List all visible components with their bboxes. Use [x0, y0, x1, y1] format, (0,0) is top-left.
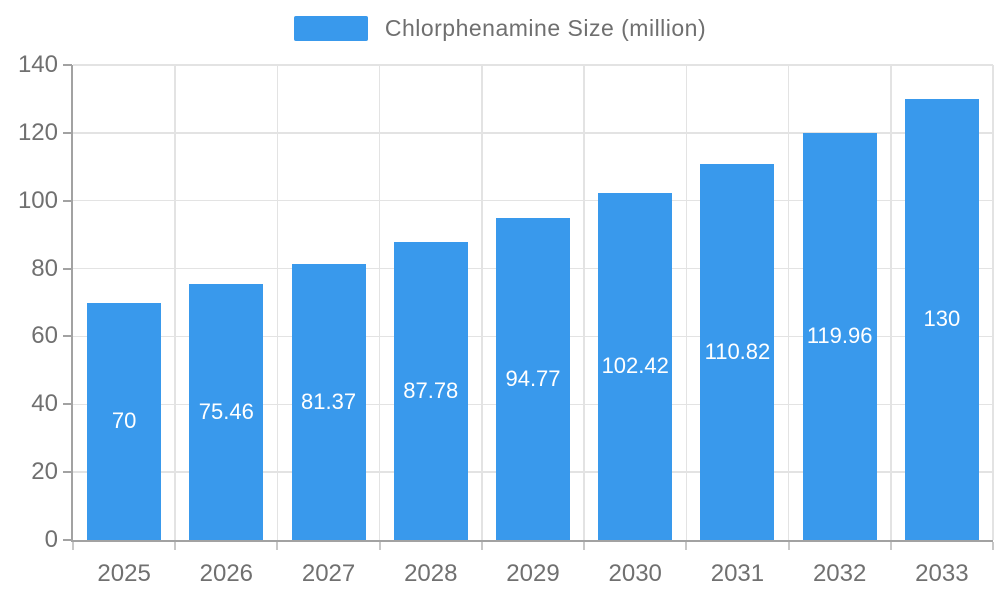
h-gridline — [73, 199, 993, 202]
y-axis-line — [71, 65, 73, 542]
y-axis-tick — [63, 539, 72, 541]
x-axis-tick — [72, 542, 74, 550]
h-gridline — [73, 64, 993, 66]
y-axis-tick — [63, 403, 72, 406]
y-axis-tick — [63, 131, 72, 134]
bar-2029[interactable]: 94.77 — [496, 218, 570, 540]
y-axis-tick — [63, 471, 72, 474]
bar-value-label: 75.46 — [198, 398, 254, 424]
x-axis-line — [71, 540, 993, 542]
x-axis-tick-label: 2025 — [97, 560, 151, 587]
v-gridline — [583, 65, 585, 540]
bar-value-label: 130 — [923, 306, 961, 332]
bar-value-label: 119.96 — [806, 323, 873, 349]
bar-2027[interactable]: 81.37 — [291, 263, 366, 540]
bar-value-label: 94.77 — [505, 366, 561, 392]
v-gridline — [992, 65, 994, 540]
x-axis-tick — [889, 542, 892, 550]
h-gridline — [73, 132, 993, 134]
bar-value-label: 81.37 — [301, 388, 357, 414]
x-axis-tick-label: 2031 — [710, 560, 765, 587]
x-axis-tick-label: 2026 — [199, 560, 254, 587]
v-gridline — [481, 65, 483, 540]
x-axis-tick — [174, 542, 177, 550]
bar-2026[interactable]: 75.46 — [189, 283, 264, 540]
x-axis-tick — [685, 542, 688, 550]
y-axis-tick — [63, 64, 72, 66]
bar-value-label: 110.82 — [704, 338, 771, 364]
x-axis-tick — [583, 542, 586, 550]
x-axis-tick — [378, 542, 381, 550]
y-axis-tick-label: 80 — [31, 254, 58, 282]
bar-2030[interactable]: 102.42 — [598, 192, 673, 540]
y-axis-tick-label: 40 — [31, 390, 58, 418]
x-axis-tick-label: 2033 — [915, 560, 969, 587]
y-axis-tick-label: 120 — [17, 118, 58, 146]
x-axis-tick-label: 2028 — [404, 560, 458, 587]
legend-item[interactable]: Chlorphenamine Size (million) — [0, 15, 1000, 42]
y-axis-tick-label: 20 — [31, 458, 58, 486]
v-gridline — [174, 65, 176, 540]
x-axis-tick-label: 2029 — [506, 560, 560, 587]
v-gridline — [685, 65, 688, 540]
x-axis-tick-label: 2030 — [608, 560, 662, 587]
y-axis-tick-label: 100 — [17, 186, 58, 214]
bar-2033[interactable]: 130 — [904, 98, 979, 540]
x-axis-tick — [480, 542, 483, 550]
y-axis-tick-label: 0 — [44, 526, 58, 553]
x-axis-tick — [787, 542, 790, 550]
bar-value-label: 70 — [111, 408, 137, 434]
bar-2031[interactable]: 110.82 — [700, 164, 775, 540]
y-axis-tick — [63, 335, 72, 338]
x-axis-tick-label: 2032 — [812, 560, 867, 587]
v-gridline — [890, 65, 892, 540]
x-axis-tick — [276, 542, 279, 550]
legend-label: Chlorphenamine Size (million) — [384, 15, 707, 41]
bar-value-label: 102.42 — [601, 353, 669, 379]
v-gridline — [378, 65, 381, 540]
v-gridline — [787, 65, 790, 540]
bar-value-label: 87.78 — [403, 378, 459, 404]
y-axis-tick-label: 60 — [31, 322, 58, 350]
bar-2025[interactable]: 70 — [87, 302, 162, 540]
bar-2032[interactable]: 119.96 — [802, 132, 877, 540]
y-axis-tick — [63, 267, 72, 270]
x-axis-tick-label: 2027 — [301, 560, 356, 587]
y-axis-tick — [63, 199, 72, 202]
v-gridline — [276, 65, 279, 540]
bar-2028[interactable]: 87.78 — [393, 242, 468, 540]
y-axis-tick-label: 140 — [17, 51, 58, 78]
legend-swatch-icon — [293, 16, 368, 41]
x-axis-tick — [992, 542, 994, 550]
